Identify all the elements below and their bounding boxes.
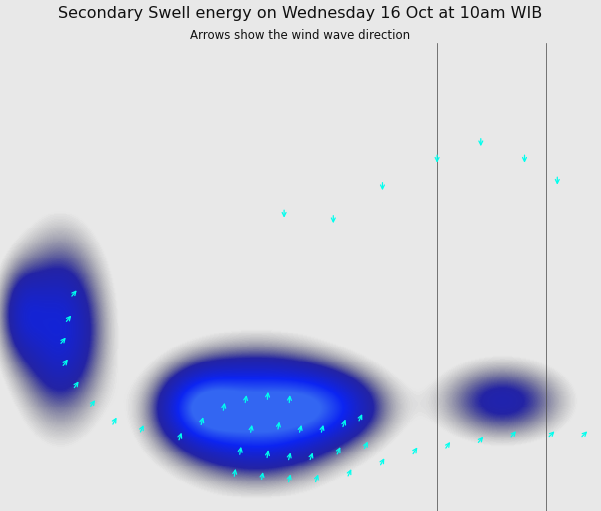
Text: Arrows show the wind wave direction: Arrows show the wind wave direction: [191, 29, 410, 42]
Text: Secondary Swell energy on Wednesday 16 Oct at 10am WIB: Secondary Swell energy on Wednesday 16 O…: [58, 7, 543, 21]
